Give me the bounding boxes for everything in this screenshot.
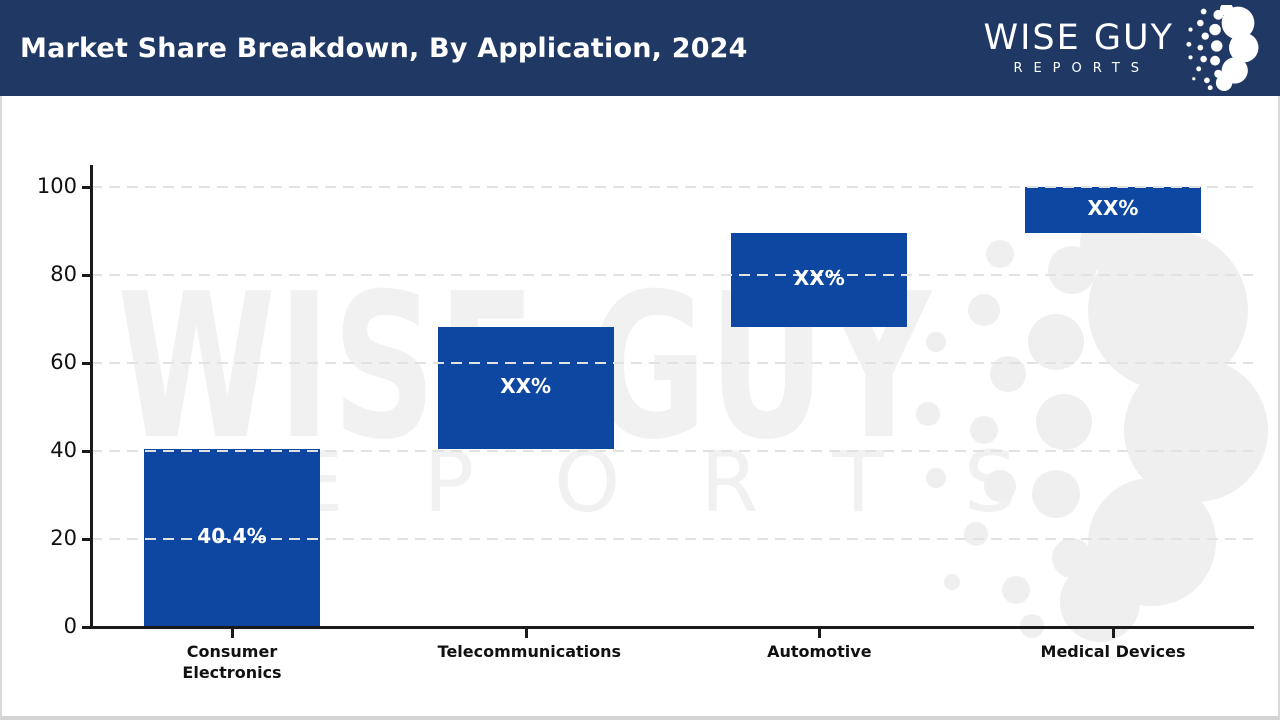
x-axis-tick [818,629,822,638]
gridline-80 [91,274,1253,276]
y-axis-tick-label: 40 [50,438,77,462]
y-axis-tick-label: 60 [50,350,77,374]
bar-segment [1025,187,1201,234]
gridline-40 [91,450,1253,452]
x-axis-line [90,626,1254,629]
x-axis-tick [231,629,234,638]
y-axis-tick [82,274,90,277]
y-axis-tick-label: 100 [36,174,77,198]
gridline-100 [91,186,1253,188]
x-axis-category-label: Medical Devices [1040,642,1186,661]
face-profile-icon [1178,5,1262,91]
logo-text: WISE GUY REPORTS [983,18,1174,76]
y-axis-tick [82,538,90,541]
bar-segment [731,233,908,327]
x-axis-category-label: Automotive [767,642,872,661]
gridline-20 [91,538,1253,540]
bar-value-label: XX% [500,374,552,399]
bar-value-label: 40.4% [197,524,267,549]
y-axis-tick [82,362,90,365]
bar-segment [437,326,614,450]
wise-guy-logo: WISE GUY REPORTS [983,5,1262,91]
y-axis-tick-label: 80 [50,262,77,286]
y-axis-tick [82,450,90,453]
chart-canvas: WISE GUY REPORTS 0 20 40 60 80 100 40.4% Consum… [0,96,1280,720]
bar-value-label: XX% [793,266,845,291]
watermark-face-icon [880,222,1280,642]
x-axis-category-label: Consumer Electronics [182,642,282,682]
y-axis-line [90,165,93,629]
x-axis-category-label: Telecommunications [437,642,622,661]
x-axis-tick [524,629,528,638]
gridline-60 [91,362,1253,364]
bar-value-label: XX% [1087,196,1139,221]
logo-subtitle: REPORTS [1013,61,1151,76]
y-axis-tick-label: 20 [50,526,77,550]
x-axis-tick [1112,629,1115,638]
page-title: Market Share Breakdown, By Application, … [20,32,748,64]
y-axis-tick [82,626,90,629]
header-bar: Market Share Breakdown, By Application, … [0,0,1280,96]
logo-wordmark: WISE GUY [983,18,1174,58]
y-axis-tick [82,186,90,189]
y-axis-tick-label: 0 [63,614,77,638]
